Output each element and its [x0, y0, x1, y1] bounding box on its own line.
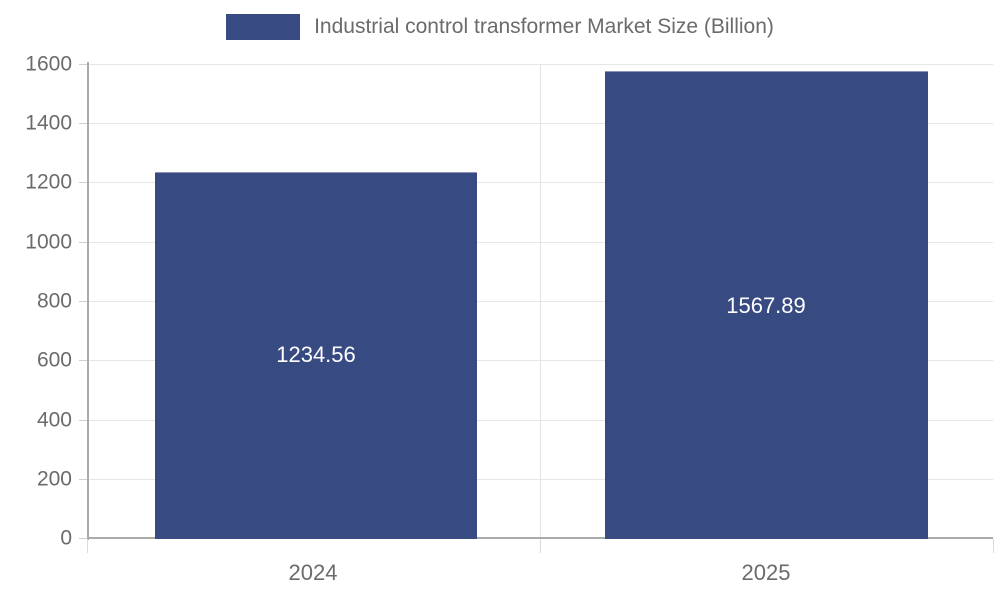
y-tick-mark-1400	[79, 123, 87, 124]
category-separator-gridline	[540, 64, 541, 550]
y-tick-mark-1200	[79, 182, 87, 183]
y-tick-mark-1000	[79, 242, 87, 243]
y-tick-mark-0	[79, 538, 87, 539]
plot-area	[87, 64, 993, 550]
y-tick-label-0: 0	[60, 526, 72, 550]
y-tick-label-200: 200	[36, 467, 72, 491]
bar-2025[interactable]	[605, 71, 928, 539]
y-tick-mark-600	[79, 360, 87, 361]
chart-legend: Industrial control transformer Market Si…	[0, 14, 1000, 40]
x-axis-line	[87, 537, 993, 539]
bar-value-label-2025: 1567.89	[726, 293, 806, 318]
y-tick-label-1200: 1200	[25, 170, 72, 194]
y-tick-mark-1600	[79, 64, 87, 65]
legend-swatch-icon	[226, 14, 301, 40]
y-tick-mark-400	[79, 420, 87, 421]
x-axis-label-2025: 2025	[741, 560, 791, 585]
bar-value-label-2024: 1234.56	[276, 342, 356, 367]
legend-item-label: Industrial control transformer Market Si…	[314, 15, 774, 38]
x-tick-mark-end	[993, 539, 994, 553]
x-axis-label-2024: 2024	[288, 560, 338, 585]
legend-item-market-size[interactable]: Industrial control transformer Market Si…	[226, 14, 774, 40]
x-tick-mark-middle	[540, 539, 541, 553]
x-tick-mark-start	[87, 539, 88, 553]
bar-2024[interactable]	[155, 172, 477, 539]
y-axis-line	[87, 62, 89, 540]
y-tick-mark-200	[79, 479, 87, 480]
y-tick-label-400: 400	[36, 408, 72, 432]
y-tick-label-1600: 1600	[25, 52, 72, 76]
y-tick-label-800: 800	[36, 289, 72, 313]
y-tick-label-1400: 1400	[25, 111, 72, 135]
y-tick-label-600: 600	[36, 348, 72, 372]
y-tick-mark-800	[79, 301, 87, 302]
y-tick-label-1000: 1000	[25, 230, 72, 254]
